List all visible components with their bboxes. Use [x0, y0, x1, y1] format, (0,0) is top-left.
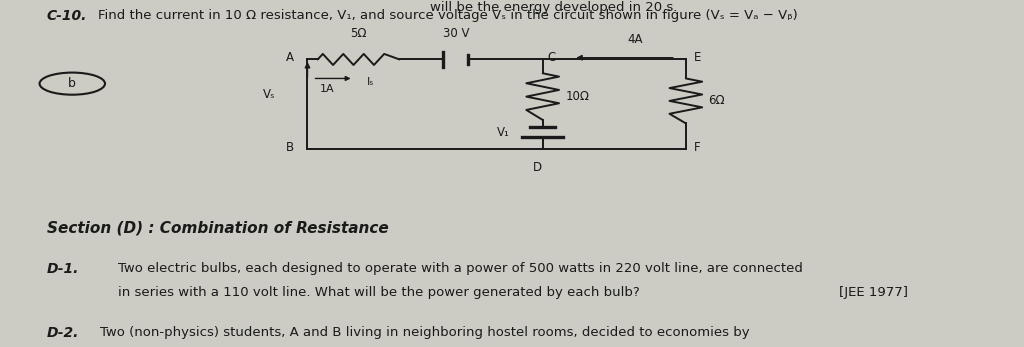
Text: D-1.: D-1.	[47, 262, 79, 276]
Text: V₁: V₁	[497, 126, 510, 138]
Text: b: b	[69, 77, 76, 90]
Text: [JEE 1977]: [JEE 1977]	[840, 286, 908, 299]
Text: in series with a 110 volt line. What will be the power generated by each bulb?: in series with a 110 volt line. What wil…	[119, 286, 640, 299]
Text: 5Ω: 5Ω	[350, 27, 367, 41]
Text: Iₛ: Iₛ	[367, 77, 374, 87]
Text: C-10.: C-10.	[47, 9, 87, 23]
Text: 1A: 1A	[319, 84, 335, 94]
Text: 4A: 4A	[627, 33, 642, 46]
Text: Vₛ: Vₛ	[262, 87, 274, 101]
Text: D-2.: D-2.	[47, 325, 79, 340]
Text: Find the current in 10 Ω resistance, V₁, and source voltage Vₛ in the circuit sh: Find the current in 10 Ω resistance, V₁,…	[98, 9, 798, 22]
Text: E: E	[694, 51, 701, 64]
Text: B: B	[286, 141, 294, 154]
Text: A: A	[286, 51, 294, 64]
Text: 30 V: 30 V	[442, 27, 469, 41]
Text: 6Ω: 6Ω	[709, 94, 725, 108]
Text: will be the energy developed in 20 s.: will be the energy developed in 20 s.	[430, 1, 678, 14]
Text: C: C	[548, 51, 556, 64]
Text: 10Ω: 10Ω	[565, 90, 589, 103]
Text: Two (non-physics) students, A and B living in neighboring hostel rooms, decided : Two (non-physics) students, A and B livi…	[100, 325, 750, 339]
Text: Section (D) : Combination of Resistance: Section (D) : Combination of Resistance	[47, 220, 388, 235]
Text: F: F	[694, 141, 700, 154]
Text: Two electric bulbs, each designed to operate with a power of 500 watts in 220 vo: Two electric bulbs, each designed to ope…	[119, 262, 803, 274]
Text: D: D	[534, 161, 542, 175]
